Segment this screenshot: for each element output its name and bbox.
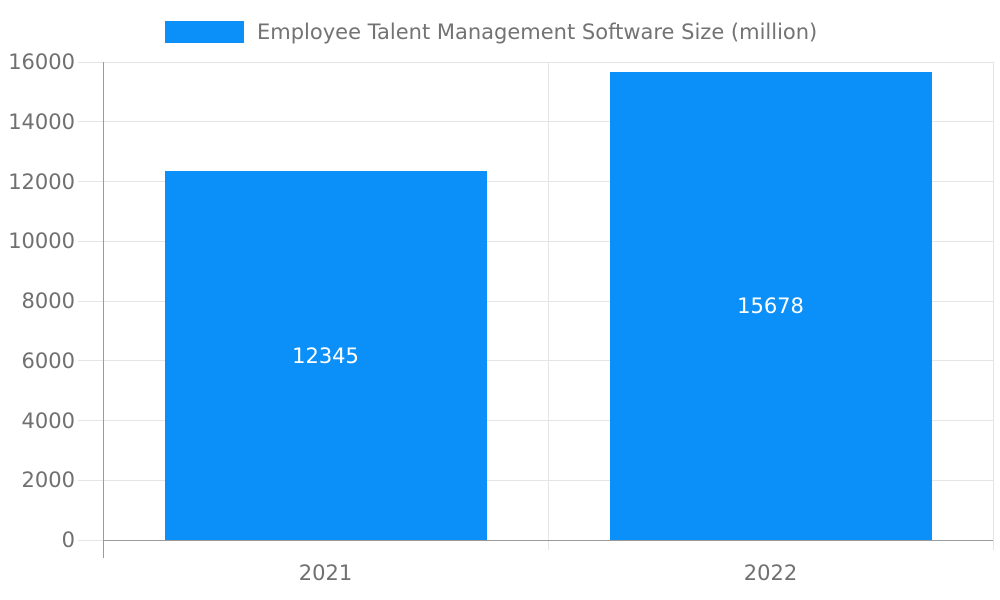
plot-area: 0 2000 4000 6000 8000 10000 12000 14000 16000 202…	[8, 50, 994, 585]
legend-item[interactable]: Employee Talent Management Software Size…	[165, 18, 817, 46]
y-axis-tick-label: 0	[61, 528, 75, 552]
y-axis-line	[103, 62, 104, 558]
y-axis-tick-label: 4000	[21, 408, 75, 433]
y-gridline	[78, 61, 993, 63]
legend-label: Employee Talent Management Software Size…	[257, 20, 818, 44]
y-axis-tick-label: 16000	[8, 50, 75, 74]
legend-swatch-icon	[165, 21, 244, 43]
bar-2022[interactable]	[609, 71, 932, 540]
y-axis-tick-label: 12000	[8, 169, 75, 194]
y-axis-tick-label: 8000	[21, 289, 75, 313]
y-axis-tick-label: 10000	[8, 229, 75, 254]
x-axis-line	[103, 540, 993, 541]
y-axis-tick-label: 6000	[21, 348, 75, 373]
y-gridline	[78, 420, 993, 421]
y-axis-tick-label: 2000	[21, 468, 75, 493]
x-axis-tick-label: 2022	[743, 561, 798, 585]
y-gridline	[78, 300, 993, 302]
y-gridline	[78, 360, 993, 362]
x-axis-tick-label: 2021	[298, 561, 353, 585]
x-gridline	[992, 62, 994, 550]
y-gridline	[78, 240, 993, 242]
y-gridline	[78, 121, 993, 123]
x-gridline	[547, 62, 549, 550]
y-gridline	[78, 479, 993, 481]
y-gridline	[78, 181, 993, 182]
bar-2021[interactable]	[164, 171, 487, 540]
y-axis-tick-label: 14000	[8, 109, 75, 134]
